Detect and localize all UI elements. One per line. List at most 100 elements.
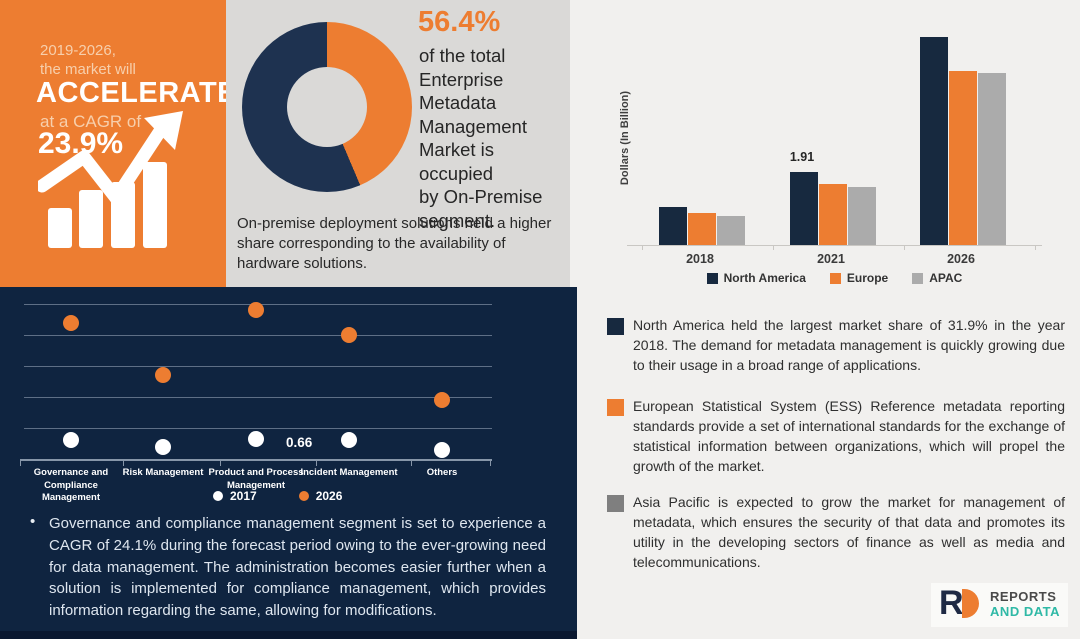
bar-chart-plot (632, 30, 1037, 245)
accelerate-headline: ACCELERATE (36, 77, 238, 109)
bar-2018-north-america (659, 207, 687, 245)
bullet-square-navy-icon (607, 318, 624, 335)
x-tick-2021: 2021 (817, 252, 845, 266)
left-bullet-item: • Governance and compliance management s… (28, 513, 548, 622)
x-tick-2026: 2026 (947, 252, 975, 266)
axis-tick (904, 246, 905, 250)
dot-2017-4 (434, 442, 450, 458)
legend-item-apac: APAC (912, 271, 962, 285)
bar-2021-europe (819, 184, 847, 245)
logo-line-reports: REPORTS (990, 589, 1057, 604)
logo-mark: R (939, 584, 983, 622)
right-bullet-north-america: North America held the largest market sh… (607, 315, 1067, 375)
stat-line: segment. (419, 209, 496, 231)
bar-annotation: 1.91 (789, 150, 815, 164)
bar-2026-north-america (920, 37, 948, 245)
bar-chart-y-axis-label: Dollars (In Billion) (619, 90, 631, 186)
legend-label-2026: 2026 (315, 489, 343, 503)
legend-dot-2026 (298, 491, 309, 501)
bar-2018-apac (717, 215, 745, 245)
dot-2017-3 (341, 431, 357, 448)
right-bullet-text: European Statistical System (ESS) Refere… (633, 398, 1065, 474)
dot-plot-chart (0, 287, 577, 517)
right-bullet-text: North America held the largest market sh… (633, 317, 1065, 373)
segments-panel: 0.66 Governance and Compliance Managemen… (0, 287, 577, 639)
right-bullet-europe: European Statistical System (ESS) Refere… (607, 396, 1067, 476)
dot-2017-1 (155, 438, 171, 455)
bullet-square-orange-icon (607, 399, 624, 416)
dot-plot-annotation: 0.66 (286, 435, 313, 450)
axis-tick (411, 461, 412, 466)
dot-plot-axis (20, 459, 492, 466)
bar-2021-north-america (790, 171, 818, 245)
cagr-label: at a CAGR of (40, 112, 142, 131)
axis-tick (490, 461, 491, 466)
category-label-incident: Incident Management (300, 467, 398, 478)
logo-line-and-data: AND DATA (990, 604, 1060, 619)
regional-panel: Dollars (In Billion) 1.91 2018 2021 2026… (577, 0, 1080, 639)
axis-tick (20, 461, 21, 466)
bar-2018-europe (688, 213, 716, 245)
growth-arrow-icon (38, 111, 183, 248)
stat-line: by On-Premise (419, 186, 543, 207)
axis-tick (123, 461, 124, 466)
dot-plot-legend: 2017 2026 (213, 489, 342, 503)
stat-line: Market is occupied (419, 139, 495, 184)
axis-tick (220, 461, 221, 466)
stat-line: Metadata (419, 92, 497, 113)
axis-tick (1035, 246, 1036, 250)
stat-line: Enterprise (419, 68, 504, 90)
bar-2026-apac (978, 73, 1006, 245)
dot-2017-0 (63, 432, 79, 449)
dot-2017-2 (248, 430, 264, 447)
on-premise-panel: 56.4% of the total Enterprise Metadata M… (226, 0, 570, 287)
gridline (24, 335, 492, 336)
left-bullet-text: Governance and compliance management seg… (49, 515, 546, 620)
accelerate-panel: 2019-2026, the market will ACCELERATE at… (0, 0, 237, 290)
dot-2026-2 (248, 302, 264, 319)
bar-chart-legend: North America Europe APAC (632, 271, 1037, 285)
logo-text: REPORTS AND DATA (990, 589, 1060, 619)
logo-letter-r: R (939, 584, 964, 622)
gridline (24, 397, 492, 398)
category-label-governance-compliance: Governance and Compliance Management (33, 467, 109, 503)
legend-label-europe: Europe (846, 271, 889, 285)
stat-line: Management (419, 115, 527, 137)
bar-chart-axis (627, 245, 1042, 250)
category-label-product-process: Product and Process Management (208, 467, 304, 491)
legend-label-2017: 2017 (230, 489, 257, 503)
legend-swatch-north-america (706, 272, 718, 284)
right-bullet-asia-pacific: Asia Pacific is expected to grow the mar… (607, 492, 1067, 572)
legend-swatch-apac (912, 272, 924, 284)
dot-2026-4 (434, 392, 450, 409)
gridline (24, 428, 492, 429)
axis-tick (316, 461, 317, 466)
logo-d-shape-icon (962, 589, 980, 618)
cagr-value: 23.9% (38, 127, 124, 160)
category-label-risk: Risk Management (122, 467, 204, 478)
donut-stat-text: of the total Enterprise Metadata Managem… (419, 44, 570, 232)
legend-label-north-america: North America (723, 271, 806, 285)
donut-stat-value: 56.4% (418, 6, 501, 38)
bottom-accent-strip (0, 631, 577, 639)
legend-item-north-america: North America (706, 271, 806, 285)
legend-item-europe: Europe (829, 271, 889, 285)
right-bullet-text: Asia Pacific is expected to grow the mar… (633, 494, 1065, 570)
bar-2026-europe (949, 71, 977, 245)
bullet-square-gray-icon (607, 495, 624, 512)
axis-tick (773, 246, 774, 250)
dot-2026-3 (341, 327, 357, 343)
forecast-period-text: 2019-2026, (40, 42, 116, 59)
legend-swatch-europe (829, 272, 841, 284)
axis-tick (642, 246, 643, 250)
category-label-others: Others (426, 467, 458, 478)
deployment-donut-chart (242, 22, 412, 192)
legend-label-apac: APAC (929, 271, 963, 285)
x-tick-2018: 2018 (686, 252, 714, 266)
dot-2026-1 (155, 367, 171, 384)
market-will-text: the market will (40, 61, 136, 78)
bar-2021-apac (848, 187, 876, 245)
reports-and-data-logo: R REPORTS AND DATA (931, 583, 1068, 627)
donut-caption: On-premise deployment solutions held a h… (237, 215, 552, 272)
